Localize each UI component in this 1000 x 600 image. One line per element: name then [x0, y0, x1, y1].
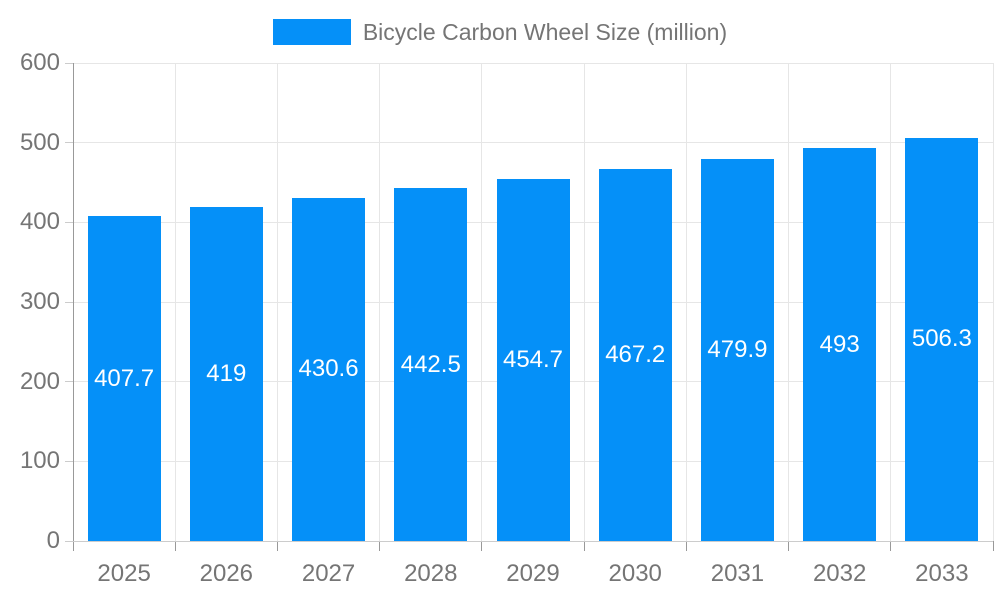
gridline-vertical: [174, 63, 176, 541]
bar[interactable]: 479.9: [700, 158, 774, 541]
bar[interactable]: 454.7: [496, 178, 570, 541]
gridline-vertical: [788, 63, 790, 541]
bar-value-label: 506.3: [911, 325, 972, 353]
bar-value-label: 467.2: [605, 340, 666, 368]
gridline-vertical: [685, 63, 687, 541]
y-tick-label: 0: [46, 527, 60, 554]
x-axis-tick: [276, 541, 278, 551]
bar-value-label: 442.5: [400, 350, 461, 378]
y-tick-label: 400: [19, 208, 60, 236]
bar-value-label: 493: [819, 330, 860, 358]
gridline-horizontal: [73, 142, 993, 144]
gridline-vertical: [379, 63, 381, 541]
bar-value-label: 454.7: [502, 345, 564, 373]
bar[interactable]: 493: [803, 148, 877, 541]
y-axis-tick: [65, 460, 73, 462]
x-tick-label: 2030: [608, 560, 662, 587]
legend-swatch-icon[interactable]: [272, 19, 351, 45]
gridline-vertical: [583, 63, 585, 541]
x-tick-label: 2033: [915, 560, 969, 587]
bar-value-label: 419: [206, 360, 247, 388]
bar[interactable]: 442.5: [394, 188, 468, 541]
x-tick-label: 2028: [404, 560, 458, 587]
x-axis-tick: [992, 541, 994, 551]
x-axis-tick: [379, 541, 381, 551]
bar[interactable]: 419: [189, 207, 263, 541]
bar[interactable]: 506.3: [905, 137, 979, 541]
gridline-horizontal: [73, 62, 993, 64]
bar[interactable]: 430.6: [292, 197, 366, 541]
y-axis-tick: [65, 381, 73, 383]
bar[interactable]: 467.2: [598, 168, 672, 541]
bar-value-label: 407.7: [94, 364, 155, 392]
x-axis-tick: [583, 541, 585, 551]
gridline-vertical: [276, 63, 278, 541]
gridline-vertical: [992, 63, 994, 541]
x-axis-tick: [685, 541, 687, 551]
y-axis-tick: [65, 221, 73, 223]
x-tick-label: 2027: [301, 560, 356, 587]
legend-label: Bicycle Carbon Wheel Size (million): [362, 18, 728, 45]
y-tick-label: 500: [19, 128, 60, 156]
y-axis-tick: [65, 62, 73, 64]
x-axis-tick: [481, 541, 483, 551]
bar-value-label: 479.9: [707, 335, 768, 363]
x-tick-label: 2032: [812, 560, 867, 587]
y-tick-label: 200: [19, 367, 60, 395]
x-tick-label: 2026: [199, 560, 254, 587]
y-tick-label: 600: [19, 49, 60, 76]
y-axis-tick: [65, 142, 73, 144]
x-tick-label: 2029: [506, 560, 560, 587]
y-tick-label: 300: [19, 288, 60, 315]
x-tick-label: 2025: [97, 560, 151, 587]
x-tick-label: 2031: [710, 560, 765, 587]
x-axis-line: [73, 540, 993, 542]
x-axis-tick: [788, 541, 790, 551]
x-axis-tick: [174, 541, 176, 551]
bar[interactable]: 407.7: [87, 216, 161, 541]
x-axis-tick: [890, 541, 892, 551]
y-axis-tick: [65, 540, 73, 542]
y-axis-line: [72, 63, 74, 551]
gridline-vertical: [890, 63, 892, 541]
legend[interactable]: Bicycle Carbon Wheel Size (million): [0, 16, 1000, 48]
y-tick-label: 100: [19, 447, 60, 475]
bar-value-label: 430.6: [298, 355, 359, 383]
y-axis-tick: [65, 301, 73, 303]
gridline-vertical: [481, 63, 483, 541]
